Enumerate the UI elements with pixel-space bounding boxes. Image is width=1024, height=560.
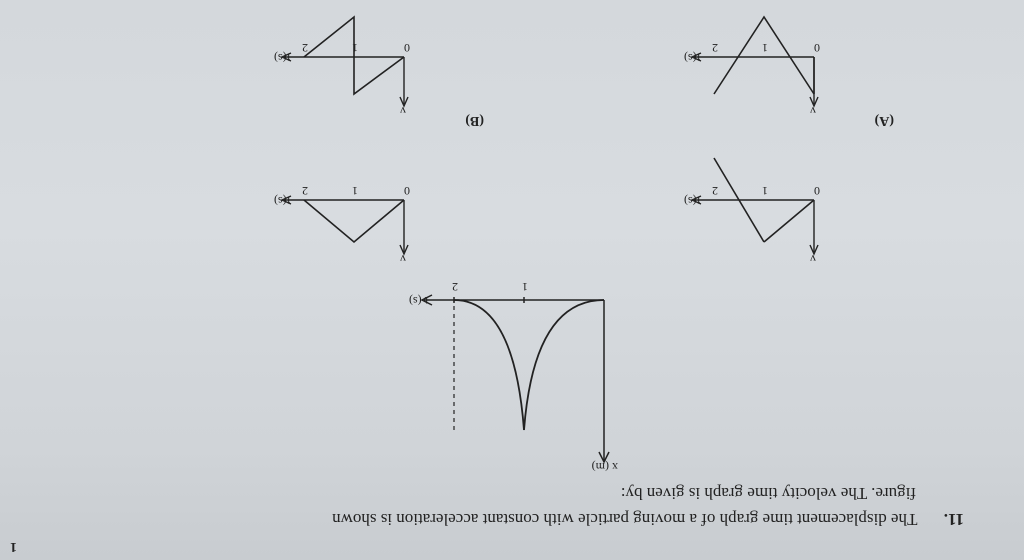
- question-number: 11.: [944, 510, 964, 529]
- option-c-svg: [674, 2, 854, 112]
- option-a1-svg: [674, 140, 854, 260]
- main-graph-svg: [404, 270, 664, 470]
- c-t2: 2: [712, 40, 718, 55]
- d-xlab: t(s): [274, 50, 290, 65]
- option-d-svg: [264, 2, 444, 112]
- corner-text: 1: [10, 538, 17, 554]
- a1-xlab: t(s): [684, 193, 700, 208]
- x-axis-label: t (s): [409, 293, 428, 308]
- option-upper-right: v 0 1 2 t(s): [264, 140, 444, 260]
- a1-t2: 2: [712, 183, 718, 198]
- c-xlab: t(s): [684, 50, 700, 65]
- tick-1: 1: [522, 279, 528, 294]
- v-label-c: v: [810, 103, 816, 118]
- a1-t1: 1: [762, 183, 768, 198]
- d-t1: 1: [352, 40, 358, 55]
- c-t1: 1: [762, 40, 768, 55]
- b1-xlab: t(s): [274, 193, 290, 208]
- c-t0: 0: [814, 40, 820, 55]
- b1-t2: 2: [302, 183, 308, 198]
- b1-t1: 1: [352, 183, 358, 198]
- v-label-b1: v: [400, 251, 406, 266]
- option-b1-svg: [264, 140, 444, 260]
- y-axis-label: x (m): [592, 459, 618, 474]
- a1-t0: 0: [814, 183, 820, 198]
- question-block: 11. The displacement time graph of a mov…: [64, 480, 964, 532]
- v-label-a1: v: [810, 251, 816, 266]
- question-line2: figure. The velocity time graph is given…: [621, 484, 916, 503]
- question-line1: The displacement time graph of a moving …: [332, 510, 917, 529]
- option-A-label: (A): [875, 112, 894, 128]
- option-lower-right: v 0 1 2 t(s): [264, 2, 444, 112]
- v-label-d: v: [400, 103, 406, 118]
- option-B-label: (B): [465, 112, 484, 128]
- option-upper-left: v 0 1 2 t(s): [674, 140, 854, 260]
- main-displacement-graph: x (m) 1 2 t (s): [404, 270, 664, 470]
- d-t2: 2: [302, 40, 308, 55]
- page: { "question": { "number": "11.", "line1"…: [0, 0, 1024, 560]
- tick-2: 2: [452, 279, 458, 294]
- option-lower-left: v 0 1 2 t(s): [674, 2, 854, 112]
- d-t0: 0: [404, 40, 410, 55]
- b1-t0: 0: [404, 183, 410, 198]
